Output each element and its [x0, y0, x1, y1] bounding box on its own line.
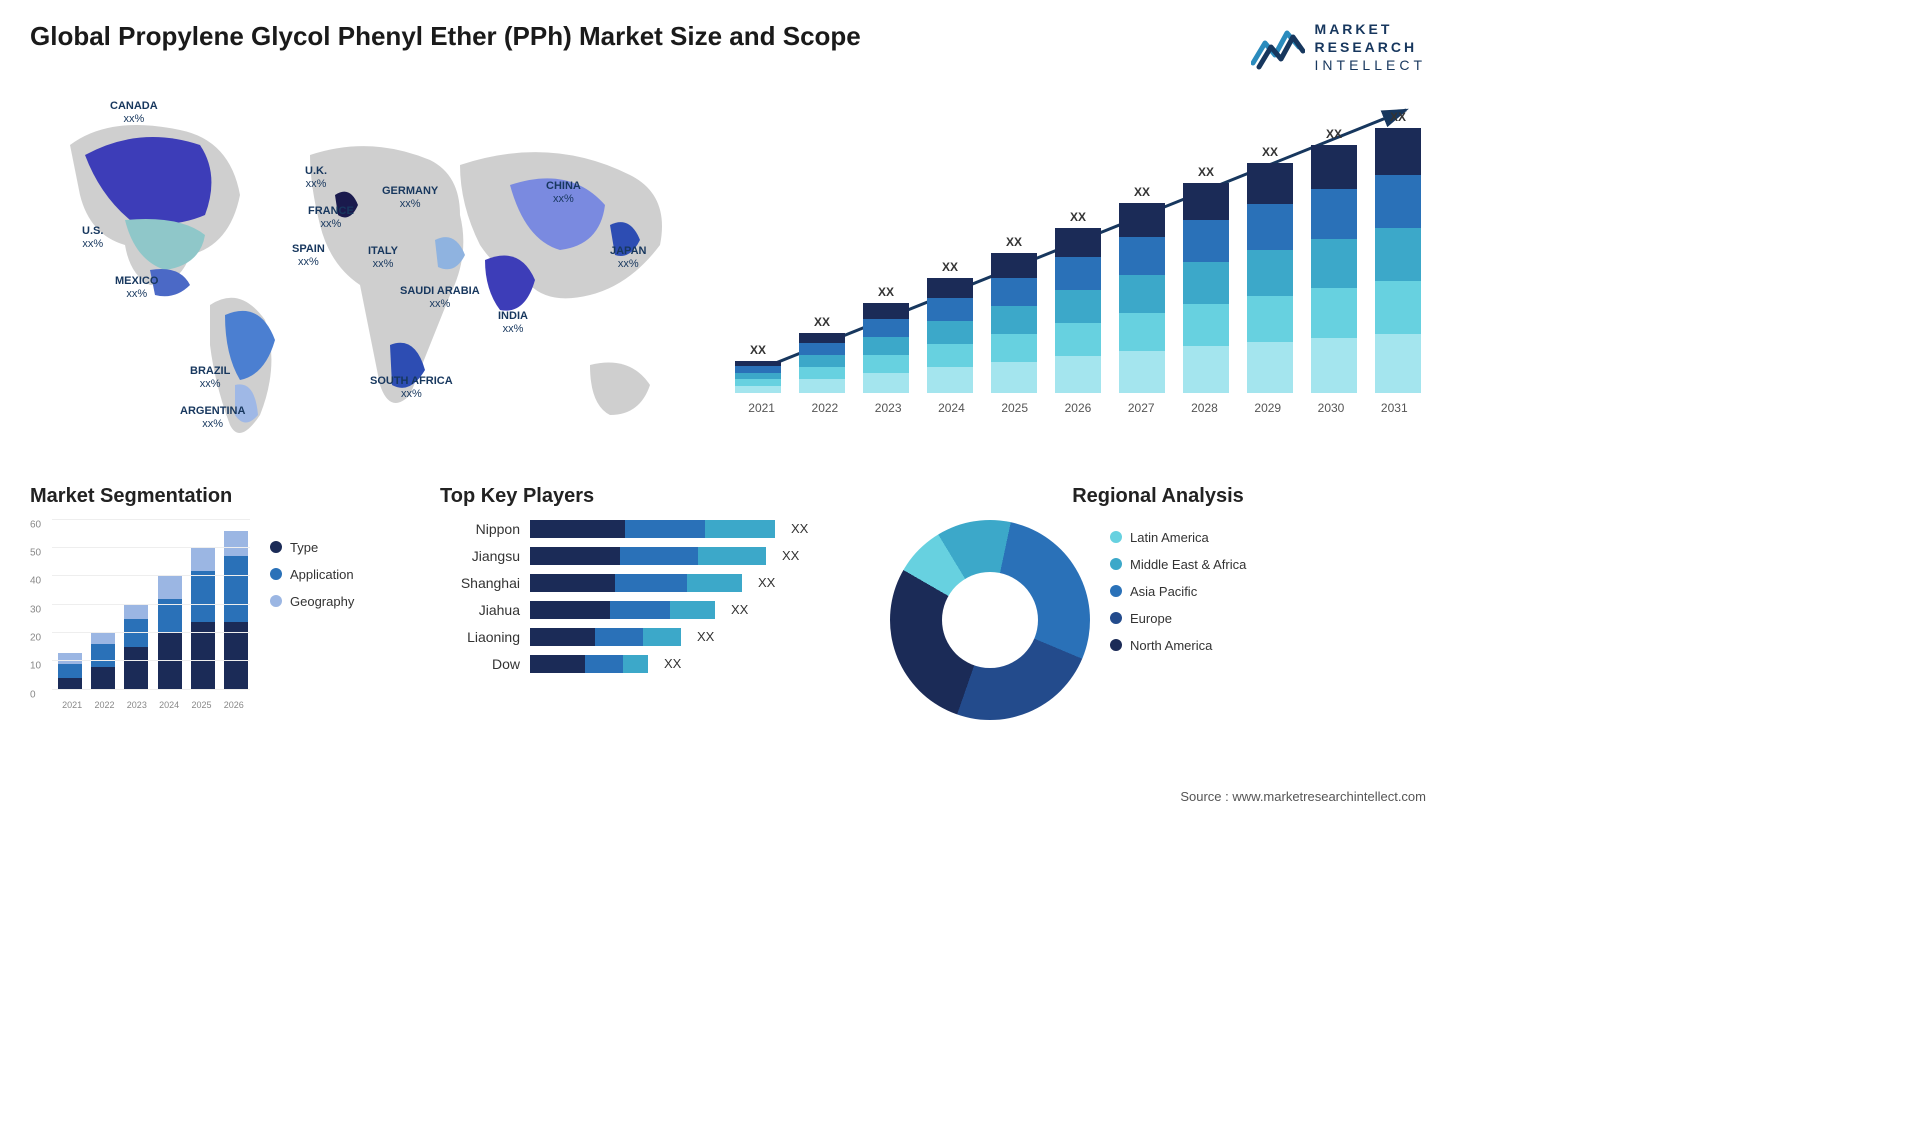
seg-legend-type: Type: [270, 540, 354, 555]
map-label-argentina: ARGENTINAxx%: [180, 405, 245, 431]
forecast-bar-2029: XX: [1245, 163, 1295, 393]
forecast-xaxis: 2021 2022 2023 2024 2025 2026 2027 2028 2029 2030…: [730, 401, 1426, 415]
map-label-germany: GERMANYxx%: [382, 185, 438, 211]
player-row-dow: DowXX: [440, 655, 860, 673]
forecast-year-label: 2021: [737, 401, 787, 415]
map-label-china: CHINAxx%: [546, 180, 581, 206]
logo-icon: [1251, 23, 1305, 71]
map-label-mexico: MEXICOxx%: [115, 275, 158, 301]
segmentation-plot: 202120222023202420252026 0102030405060: [30, 520, 250, 710]
forecast-bar-2026: XX: [1053, 228, 1103, 393]
region-legend-asia-pacific: Asia Pacific: [1110, 584, 1246, 599]
logo-text: MARKET RESEARCH INTELLECT: [1315, 20, 1426, 75]
regional-title: Regional Analysis: [890, 485, 1426, 508]
regional-section: Regional Analysis Latin America Middle Ea…: [890, 485, 1426, 720]
segmentation-legend: Type Application Geography: [270, 520, 354, 710]
player-row-nippon: NipponXX: [440, 520, 860, 538]
forecast-chart-section: XXXXXXXXXXXXXXXXXXXXXX 20212022202320242…: [730, 85, 1426, 445]
map-label-southafrica: SOUTH AFRICAxx%: [370, 375, 453, 401]
segmentation-chart: 202120222023202420252026 0102030405060 T…: [30, 520, 410, 710]
forecast-year-label: 2029: [1243, 401, 1293, 415]
forecast-bar-2025: XX: [989, 253, 1039, 393]
map-label-france: FRANCExx%: [308, 205, 354, 231]
seg-bar-2022: [91, 633, 115, 690]
region-legend-north-america: North America: [1110, 638, 1246, 653]
forecast-bar-2027: XX: [1117, 203, 1167, 393]
player-row-shanghai: ShanghaiXX: [440, 574, 860, 592]
region-legend-middle-east---africa: Middle East & Africa: [1110, 557, 1246, 572]
bottom-row: Market Segmentation 20212022202320242025…: [30, 485, 1426, 720]
forecast-bar-2023: XX: [861, 303, 911, 393]
world-map-section: CANADAxx% U.S.xx% MEXICOxx% BRAZILxx% ARGENT…: [30, 85, 690, 465]
forecast-year-label: 2031: [1369, 401, 1419, 415]
region-legend-europe: Europe: [1110, 611, 1246, 626]
forecast-year-label: 2024: [926, 401, 976, 415]
page-title: Global Propylene Glycol Phenyl Ether (PP…: [30, 20, 861, 54]
seg-legend-geography: Geography: [270, 594, 354, 609]
forecast-bars: XXXXXXXXXXXXXXXXXXXXXX: [730, 135, 1426, 393]
map-label-uk: U.K.xx%: [305, 165, 327, 191]
forecast-year-label: 2025: [990, 401, 1040, 415]
map-label-italy: ITALYxx%: [368, 245, 398, 271]
segmentation-title: Market Segmentation: [30, 485, 410, 508]
map-label-india: INDIAxx%: [498, 310, 528, 336]
forecast-year-label: 2027: [1116, 401, 1166, 415]
forecast-year-label: 2028: [1179, 401, 1229, 415]
source-attribution: Source : www.marketresearchintellect.com: [1180, 789, 1426, 804]
world-map: CANADAxx% U.S.xx% MEXICOxx% BRAZILxx% ARGENT…: [30, 85, 690, 465]
segmentation-section: Market Segmentation 20212022202320242025…: [30, 485, 410, 720]
regional-donut: [890, 520, 1090, 720]
seg-legend-application: Application: [270, 567, 354, 582]
seg-bar-2024: [158, 576, 182, 689]
player-row-liaoning: LiaoningXX: [440, 628, 860, 646]
forecast-bar-2028: XX: [1181, 183, 1231, 393]
header: Global Propylene Glycol Phenyl Ether (PP…: [30, 20, 1426, 75]
seg-bar-2021: [58, 653, 82, 690]
forecast-bar-2030: XX: [1309, 145, 1359, 393]
forecast-bar-2021: XX: [733, 361, 783, 393]
forecast-chart: XXXXXXXXXXXXXXXXXXXXXX 20212022202320242…: [730, 95, 1426, 415]
logo-line3: INTELLECT: [1315, 56, 1426, 74]
forecast-year-label: 2030: [1306, 401, 1356, 415]
players-section: Top Key Players NipponXX JiangsuXX Shangha…: [440, 485, 860, 720]
map-label-spain: SPAINxx%: [292, 243, 325, 269]
region-legend-latin-america: Latin America: [1110, 530, 1246, 545]
players-chart: NipponXX JiangsuXX ShanghaiXX JiahuaXX Liaon…: [440, 520, 860, 673]
seg-bar-2025: [191, 548, 215, 690]
top-row: CANADAxx% U.S.xx% MEXICOxx% BRAZILxx% ARGENT…: [30, 85, 1426, 465]
seg-bar-2023: [124, 605, 148, 690]
logo-line2: RESEARCH: [1315, 38, 1426, 56]
forecast-year-label: 2026: [1053, 401, 1103, 415]
forecast-bar-2031: XX: [1373, 128, 1423, 393]
forecast-year-label: 2022: [800, 401, 850, 415]
brand-logo: MARKET RESEARCH INTELLECT: [1251, 20, 1426, 75]
map-label-canada: CANADAxx%: [110, 100, 158, 126]
forecast-bar-2024: XX: [925, 278, 975, 393]
player-row-jiangsu: JiangsuXX: [440, 547, 860, 565]
forecast-bar-2022: XX: [797, 333, 847, 393]
seg-bar-2026: [224, 531, 248, 690]
map-label-saudiarabia: SAUDI ARABIAxx%: [400, 285, 480, 311]
regional-legend: Latin America Middle East & Africa Asia Pa…: [1110, 520, 1246, 653]
forecast-year-label: 2023: [863, 401, 913, 415]
map-label-us: U.S.xx%: [82, 225, 103, 251]
logo-line1: MARKET: [1315, 20, 1426, 38]
players-title: Top Key Players: [440, 485, 860, 508]
map-label-brazil: BRAZILxx%: [190, 365, 230, 391]
player-row-jiahua: JiahuaXX: [440, 601, 860, 619]
map-label-japan: JAPANxx%: [610, 245, 646, 271]
